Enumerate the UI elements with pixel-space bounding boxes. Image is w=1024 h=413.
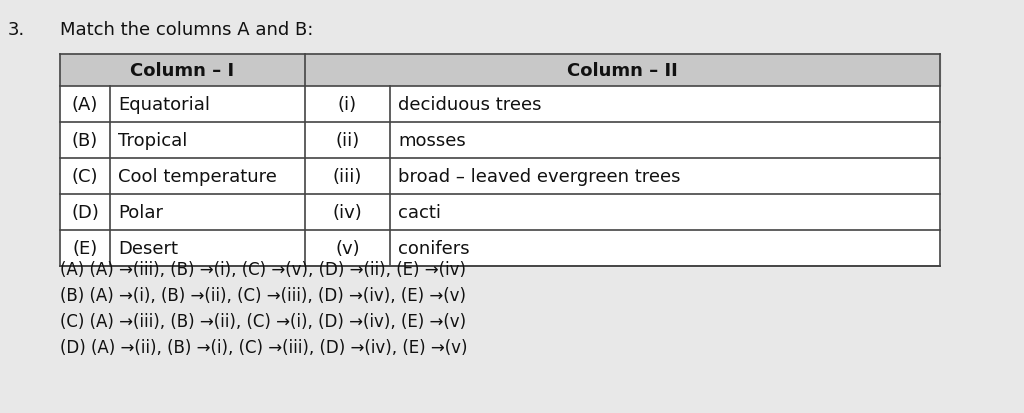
Text: (A): (A)	[72, 96, 98, 114]
Text: (i): (i)	[338, 96, 357, 114]
Bar	[60, 55, 940, 87]
Text: (ii): (ii)	[336, 132, 359, 150]
Text: Column – II: Column – II	[567, 62, 678, 80]
Text: Desert: Desert	[118, 240, 178, 257]
Text: (D): (D)	[71, 204, 99, 221]
Text: Polar: Polar	[118, 204, 163, 221]
Text: cacti: cacti	[398, 204, 441, 221]
Text: deciduous trees: deciduous trees	[398, 96, 542, 114]
Text: (B): (B)	[72, 132, 98, 150]
Text: Cool temperature: Cool temperature	[118, 168, 276, 185]
Text: Equatorial: Equatorial	[118, 96, 210, 114]
Bar	[60, 123, 940, 159]
Text: conifers: conifers	[398, 240, 470, 257]
Bar	[60, 230, 940, 266]
Bar	[60, 87, 940, 123]
Text: (iii): (iii)	[333, 168, 362, 185]
Text: Match the columns A and B:: Match the columns A and B:	[60, 21, 313, 39]
Text: (v): (v)	[335, 240, 359, 257]
Text: (C) (A) →(iii), (B) →(ii), (C) →(i), (D) →(iv), (E) →(v): (C) (A) →(iii), (B) →(ii), (C) →(i), (D)…	[60, 312, 466, 330]
Text: (E): (E)	[73, 240, 97, 257]
Text: (D) (A) →(ii), (B) →(i), (C) →(iii), (D) →(iv), (E) →(v): (D) (A) →(ii), (B) →(i), (C) →(iii), (D)…	[60, 338, 468, 356]
Text: 3.: 3.	[8, 21, 26, 39]
Text: mosses: mosses	[398, 132, 466, 150]
Bar	[60, 195, 940, 230]
Text: (B) (A) →(i), (B) →(ii), (C) →(iii), (D) →(iv), (E) →(v): (B) (A) →(i), (B) →(ii), (C) →(iii), (D)…	[60, 286, 466, 304]
Bar	[60, 159, 940, 195]
Text: Tropical: Tropical	[118, 132, 187, 150]
Text: (iv): (iv)	[333, 204, 362, 221]
Text: broad – leaved evergreen trees: broad – leaved evergreen trees	[398, 168, 681, 185]
Text: Column – I: Column – I	[130, 62, 234, 80]
Text: (C): (C)	[72, 168, 98, 185]
Text: (A) (A) →(iii), (B) →(i), (C) →(v), (D) →(ii), (E) →(iv): (A) (A) →(iii), (B) →(i), (C) →(v), (D) …	[60, 260, 466, 278]
